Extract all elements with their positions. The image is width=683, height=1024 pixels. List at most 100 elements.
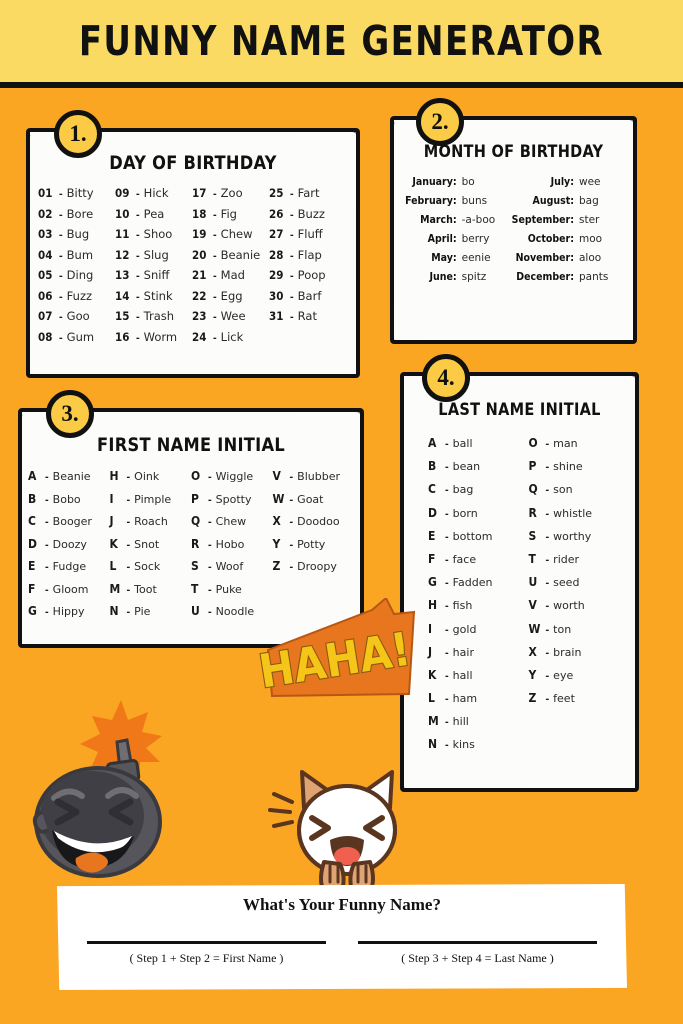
entry-dash: - (445, 438, 449, 450)
list-item: 09- Hick (115, 186, 192, 200)
first-entry-grid: A - Beanie H - Oink O - Wiggle V - Blubber B - Bobo I - P… (28, 469, 354, 618)
entry-key: 17 (192, 186, 207, 200)
entry-key: S (191, 559, 199, 573)
entry-dash: - (59, 188, 63, 200)
entry-value: bag (579, 195, 599, 207)
entry-key: 12 (115, 247, 130, 262)
entry-dash: - (45, 583, 49, 596)
last-name-slot[interactable]: ( Step 3 + Step 4 = Last Name ) (342, 941, 613, 966)
entry-dash: - (545, 600, 550, 613)
page-header: FUNNY NAME GENERATOR (0, 0, 683, 88)
entry-dash: - (59, 229, 63, 241)
list-item: K - hall (428, 668, 529, 682)
entry-value: face (452, 552, 477, 566)
entry-key: T (191, 581, 199, 596)
list-item: M - hill (428, 714, 529, 728)
list-item: V - worth (529, 598, 630, 612)
entry-value: bag (452, 483, 474, 497)
last-name-write-line[interactable] (358, 941, 597, 944)
list-item: 05- Ding (38, 268, 115, 282)
entry-dash: - (545, 553, 550, 566)
entry-value: Potty (297, 537, 326, 551)
entry-dash: - (545, 693, 550, 706)
entry-key: 25 (269, 186, 284, 200)
entry-dash: - (45, 538, 49, 551)
entry-value: Slug (143, 247, 169, 262)
entry-dash: - (136, 249, 140, 262)
entry-dash: - (290, 208, 294, 221)
entry-value: Stink (143, 288, 173, 303)
entry-key: N (428, 737, 438, 752)
card-last-name-initial: 4. LAST NAME INITIAL A - ball O - man B - bean P -… (400, 354, 639, 792)
first-name-slot[interactable]: ( Step 1 + Step 2 = First Name ) (71, 941, 342, 966)
entry-dash: - (59, 270, 63, 282)
entry-value: man (553, 437, 578, 450)
entry-value: Puke (215, 582, 242, 596)
entry-key: 04 (38, 247, 53, 262)
entry-value: shine (553, 460, 583, 474)
entry-value: Shoo (143, 227, 173, 241)
entry-value: brain (553, 645, 582, 659)
entry-key: Y (528, 667, 537, 682)
entry-key: C (428, 482, 436, 497)
entry-value: Gloom (52, 582, 89, 596)
day-entry-grid: 01- Bitty 09- Hick 17- Zoo 25- Fart 02- Bore 10- Pe… (38, 186, 346, 344)
entry-value: Hippy (52, 605, 85, 618)
entry-value: Flap (297, 247, 322, 262)
list-item: Z - feet (529, 691, 630, 705)
entry-value: Oink (134, 470, 160, 483)
entry-value: Bum (66, 247, 94, 262)
entry-key: P (191, 491, 199, 506)
entry-value: hill (452, 715, 469, 729)
card-month-title: MONTH OF BIRTHDAY (423, 142, 604, 162)
entry-value: gold (452, 622, 477, 636)
entry-dash: - (213, 270, 217, 282)
entry-key: 23 (192, 309, 207, 323)
entry-dash: - (208, 606, 212, 618)
badge-step-4: 4. (422, 354, 470, 402)
entry-key: March: (420, 214, 457, 226)
entry-dash: - (445, 693, 449, 706)
entry-value: Roach (134, 515, 168, 528)
entry-value: Hick (143, 186, 169, 200)
entry-key: B (428, 459, 437, 474)
entry-dash: - (445, 484, 449, 497)
answer-panel: What's Your Funny Name? ( Step 1 + Step … (57, 884, 627, 990)
list-item: 30- Barf (269, 289, 346, 303)
list-item: 17- Zoo (192, 186, 269, 200)
entry-value: -a-boo (461, 214, 496, 226)
entry-key: V (272, 469, 281, 483)
entry-dash: - (59, 331, 63, 344)
first-name-write-line[interactable] (87, 941, 326, 944)
entry-dash: - (545, 623, 550, 636)
list-item (273, 582, 355, 596)
entry-dash: - (126, 561, 131, 573)
entry-value: Gum (66, 329, 95, 344)
list-item: 08- Gum (38, 330, 115, 344)
entry-dash: - (545, 438, 550, 450)
list-item: January: bo (400, 176, 508, 188)
list-item: G - Hippy (28, 604, 110, 618)
entry-dash: - (45, 561, 49, 573)
entry-key: I (109, 491, 114, 506)
list-item: J - Roach (110, 514, 192, 528)
entry-dash: - (290, 290, 294, 303)
list-item: Q - son (529, 482, 630, 496)
list-item: November: aloo (512, 252, 625, 264)
entry-dash: - (213, 311, 217, 323)
list-item: 24- Lick (192, 330, 269, 344)
entry-dash: - (136, 229, 140, 241)
list-item: U - Noodle (191, 604, 273, 618)
entry-dash: - (136, 290, 140, 303)
list-item: L - Sock (110, 559, 192, 573)
entry-value: Chew (215, 515, 247, 528)
entry-key: 29 (269, 268, 284, 282)
entry-value: pants (579, 271, 609, 283)
entry-key: 06 (38, 288, 53, 303)
entry-value: Ding (66, 268, 94, 282)
entry-dash: - (136, 208, 140, 221)
entry-key: C (28, 514, 36, 528)
entry-dash: - (45, 471, 49, 483)
list-item: 31- Rat (269, 309, 346, 323)
list-item: September: ster (512, 214, 625, 226)
